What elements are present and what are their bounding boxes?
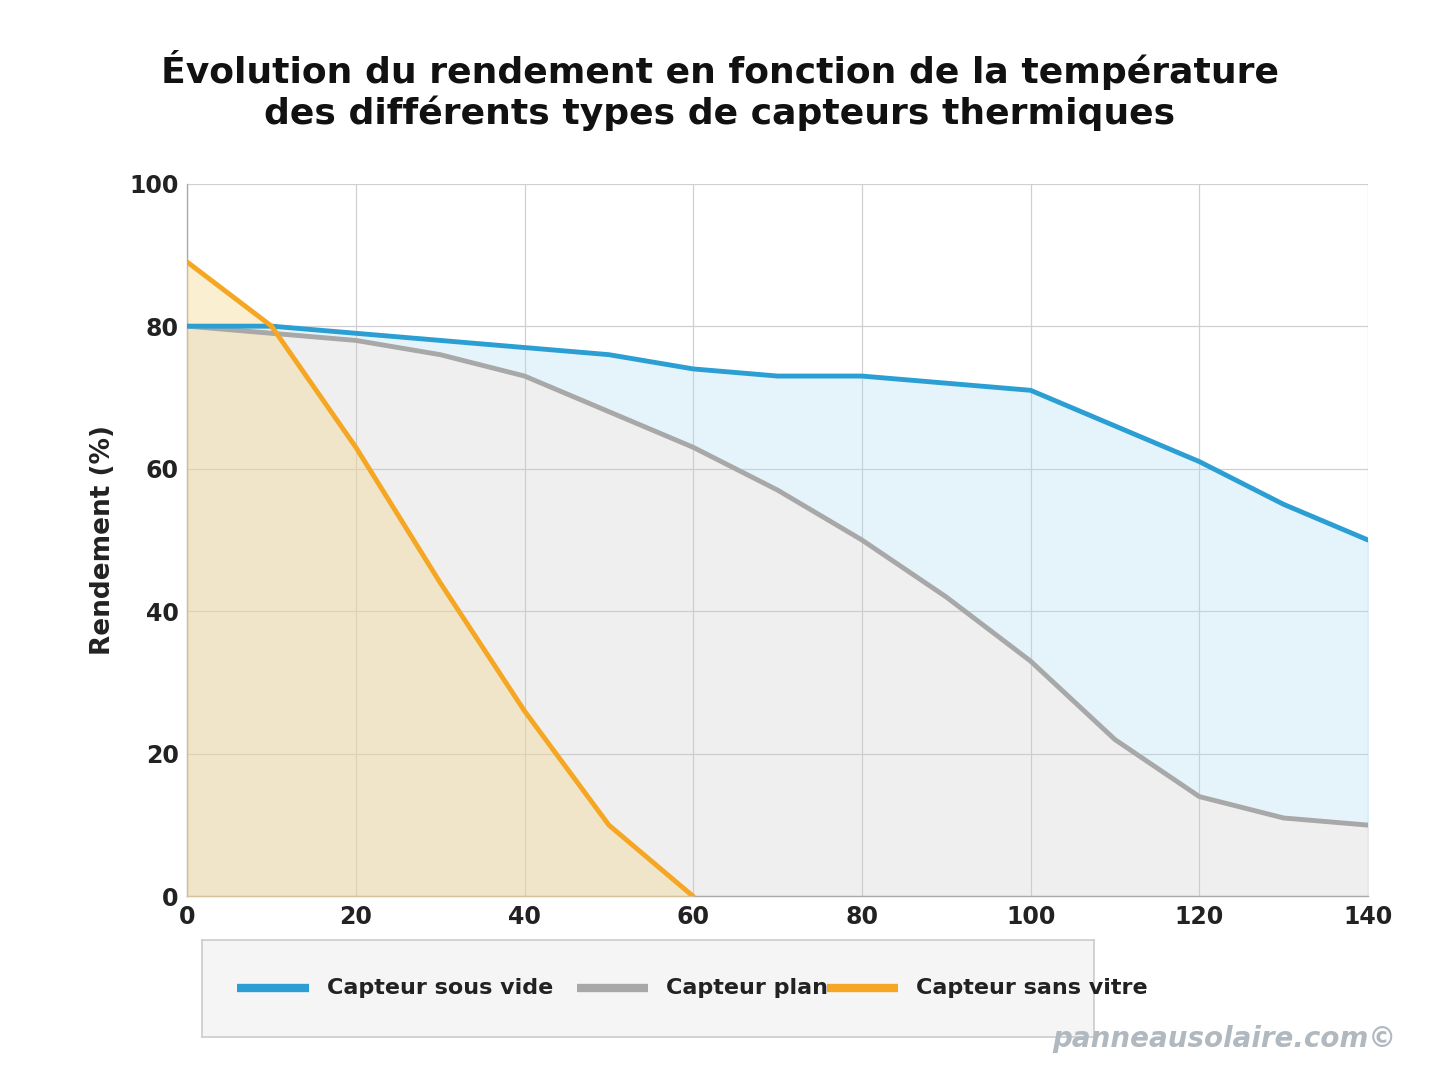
Y-axis label: Rendement (%): Rendement (%)	[89, 426, 115, 654]
Text: Capteur sous vide: Capteur sous vide	[327, 978, 553, 998]
Text: Capteur sans vitre: Capteur sans vitre	[916, 978, 1148, 998]
Text: Capteur plan: Capteur plan	[665, 978, 828, 998]
Text: des différents types de capteurs thermiques: des différents types de capteurs thermiq…	[265, 96, 1175, 131]
X-axis label: Température de l'eau: Température de l'eau	[619, 943, 936, 971]
Text: panneausolaire.com©: panneausolaire.com©	[1053, 1025, 1397, 1053]
Text: Évolution du rendement en fonction de la température: Évolution du rendement en fonction de la…	[161, 50, 1279, 91]
